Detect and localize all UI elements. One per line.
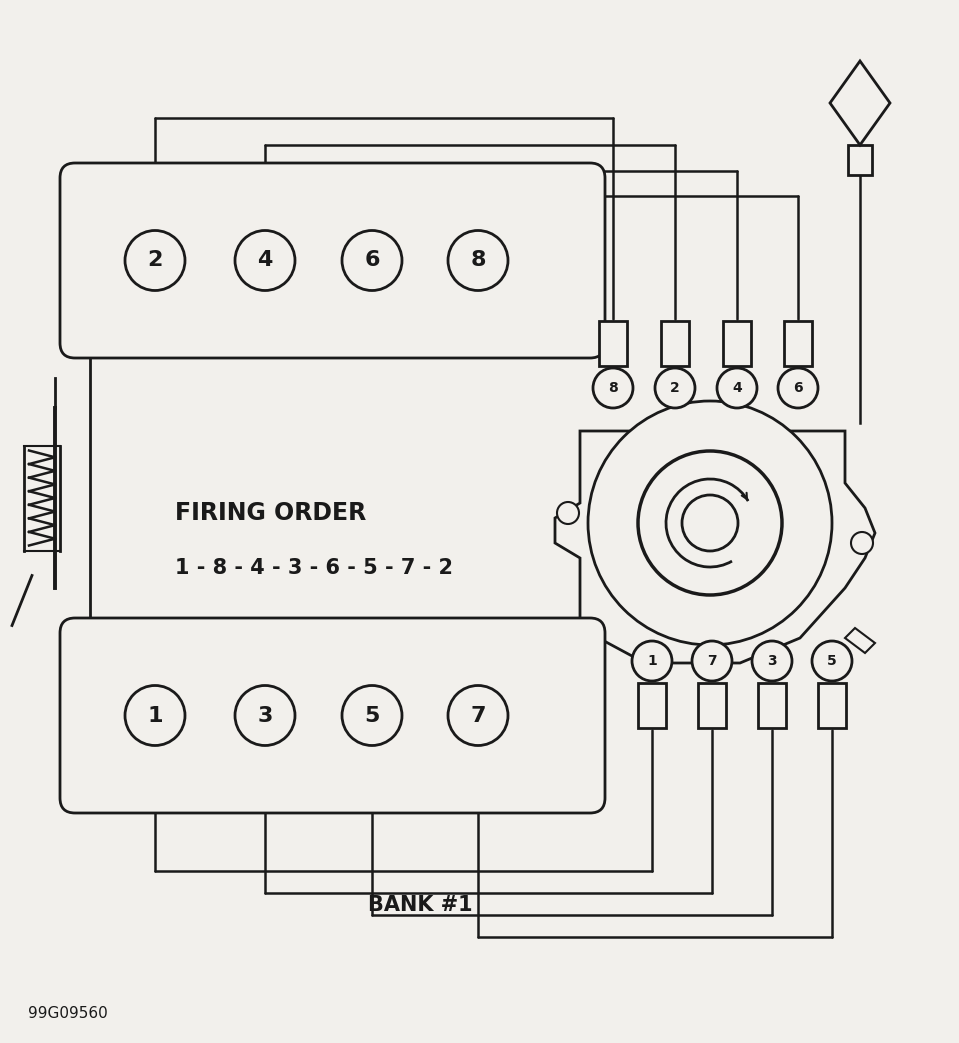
Circle shape [125, 685, 185, 746]
Circle shape [655, 368, 695, 408]
Text: 4: 4 [732, 381, 742, 395]
Text: 3: 3 [767, 654, 777, 668]
Circle shape [638, 451, 782, 595]
Circle shape [717, 368, 757, 408]
Bar [848, 145, 872, 175]
Text: BANK #1: BANK #1 [367, 895, 473, 915]
Bar [818, 683, 846, 728]
Circle shape [125, 231, 185, 291]
Circle shape [588, 401, 832, 645]
Text: 2: 2 [670, 381, 680, 395]
Text: 99G09560: 99G09560 [28, 1005, 107, 1020]
Circle shape [235, 685, 295, 746]
Text: 3: 3 [257, 705, 272, 726]
Polygon shape [845, 628, 875, 653]
Circle shape [448, 685, 508, 746]
Text: 2: 2 [148, 250, 163, 270]
Bar [638, 683, 666, 728]
Circle shape [752, 641, 792, 681]
Text: 4: 4 [257, 250, 272, 270]
Circle shape [851, 532, 873, 554]
Bar [723, 321, 751, 366]
Text: 1: 1 [148, 705, 163, 726]
Circle shape [593, 368, 633, 408]
Circle shape [692, 641, 732, 681]
Bar [784, 321, 812, 366]
Bar [599, 321, 627, 366]
FancyBboxPatch shape [60, 163, 605, 358]
Text: 6: 6 [364, 250, 380, 270]
Circle shape [342, 231, 402, 291]
Text: 5: 5 [827, 654, 837, 668]
Text: 8: 8 [470, 250, 486, 270]
Text: 8: 8 [608, 381, 618, 395]
Circle shape [557, 502, 579, 524]
Polygon shape [830, 60, 890, 145]
Bar [698, 683, 726, 728]
FancyBboxPatch shape [60, 618, 605, 812]
Circle shape [812, 641, 852, 681]
Circle shape [448, 231, 508, 291]
Text: FIRING ORDER: FIRING ORDER [175, 501, 366, 525]
Text: 1: 1 [647, 654, 657, 668]
Text: 1 - 8 - 4 - 3 - 6 - 5 - 7 - 2: 1 - 8 - 4 - 3 - 6 - 5 - 7 - 2 [175, 558, 453, 578]
Text: 7: 7 [707, 654, 716, 668]
Circle shape [632, 641, 672, 681]
Text: 6: 6 [793, 381, 803, 395]
Text: 5: 5 [364, 705, 380, 726]
Bar [661, 321, 689, 366]
Circle shape [778, 368, 818, 408]
Circle shape [682, 495, 738, 551]
Polygon shape [555, 431, 875, 663]
Circle shape [235, 231, 295, 291]
Text: 7: 7 [470, 705, 486, 726]
Circle shape [342, 685, 402, 746]
Bar [758, 683, 786, 728]
